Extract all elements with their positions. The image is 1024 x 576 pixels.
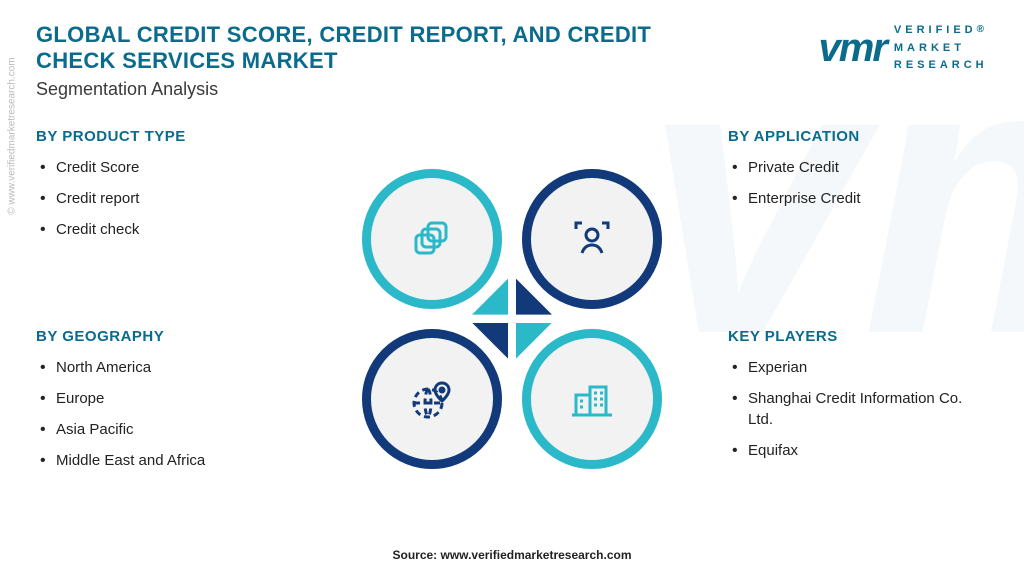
header: GLOBAL CREDIT SCORE, CREDIT REPORT, AND … — [36, 22, 988, 100]
petal-key-players — [522, 329, 662, 469]
logo-line2: MARKET — [894, 40, 988, 58]
list-item: Credit Score — [40, 157, 296, 178]
title-block: GLOBAL CREDIT SCORE, CREDIT REPORT, AND … — [36, 22, 676, 100]
buildings-icon — [568, 375, 616, 423]
source-text: Source: www.verifiedmarketresearch.com — [0, 548, 1024, 562]
segment-application: BY APPLICATION Private Credit Enterprise… — [728, 128, 988, 219]
logo-text: VERIFIED® MARKET RESEARCH — [894, 22, 988, 75]
petal-geography — [362, 329, 502, 469]
petal-tip — [472, 323, 508, 359]
page-subtitle: Segmentation Analysis — [36, 79, 676, 100]
segment-list: Experian Shanghai Credit Information Co.… — [728, 357, 988, 461]
logo-line3: RESEARCH — [894, 57, 988, 75]
list-item: Experian — [732, 357, 988, 378]
user-focus-icon — [568, 215, 616, 263]
content: BY PRODUCT TYPE Credit Score Credit repo… — [36, 118, 988, 536]
list-item: Enterprise Credit — [732, 188, 988, 209]
logo-mark: vmr — [819, 26, 886, 71]
layers-icon — [408, 215, 456, 263]
watermark-text: © www.verifiedmarketresearch.com — [7, 57, 18, 214]
petal-product-type — [362, 169, 502, 309]
list-item: Credit check — [40, 219, 296, 240]
petal-tip — [472, 279, 508, 315]
logo-reg: ® — [977, 24, 988, 35]
list-item: North America — [40, 357, 296, 378]
globe-pin-icon — [408, 375, 456, 423]
center-diagram — [362, 169, 662, 469]
segment-title: BY GEOGRAPHY — [36, 328, 296, 345]
list-item: Private Credit — [732, 157, 988, 178]
segment-product-type: BY PRODUCT TYPE Credit Score Credit repo… — [36, 128, 296, 250]
segment-title: KEY PLAYERS — [728, 328, 988, 345]
segment-title: BY PRODUCT TYPE — [36, 128, 296, 145]
list-item: Shanghai Credit Information Co. Ltd. — [732, 388, 988, 430]
segment-geography: BY GEOGRAPHY North America Europe Asia P… — [36, 328, 296, 481]
segment-list: North America Europe Asia Pacific Middle… — [36, 357, 296, 471]
segment-title: BY APPLICATION — [728, 128, 988, 145]
brand-logo: vmr VERIFIED® MARKET RESEARCH — [819, 22, 989, 75]
segment-list: Credit Score Credit report Credit check — [36, 157, 296, 240]
list-item: Middle East and Africa — [40, 450, 296, 471]
petal-tip — [516, 323, 552, 359]
segment-grid: BY PRODUCT TYPE Credit Score Credit repo… — [36, 118, 988, 536]
segment-key-players: KEY PLAYERS Experian Shanghai Credit Inf… — [728, 328, 988, 471]
petal-application — [522, 169, 662, 309]
logo-line1: VERIFIED — [894, 24, 977, 36]
list-item: Asia Pacific — [40, 419, 296, 440]
petal-tip — [516, 279, 552, 315]
segment-list: Private Credit Enterprise Credit — [728, 157, 988, 209]
list-item: Credit report — [40, 188, 296, 209]
list-item: Equifax — [732, 440, 988, 461]
page-title: GLOBAL CREDIT SCORE, CREDIT REPORT, AND … — [36, 22, 676, 75]
list-item: Europe — [40, 388, 296, 409]
